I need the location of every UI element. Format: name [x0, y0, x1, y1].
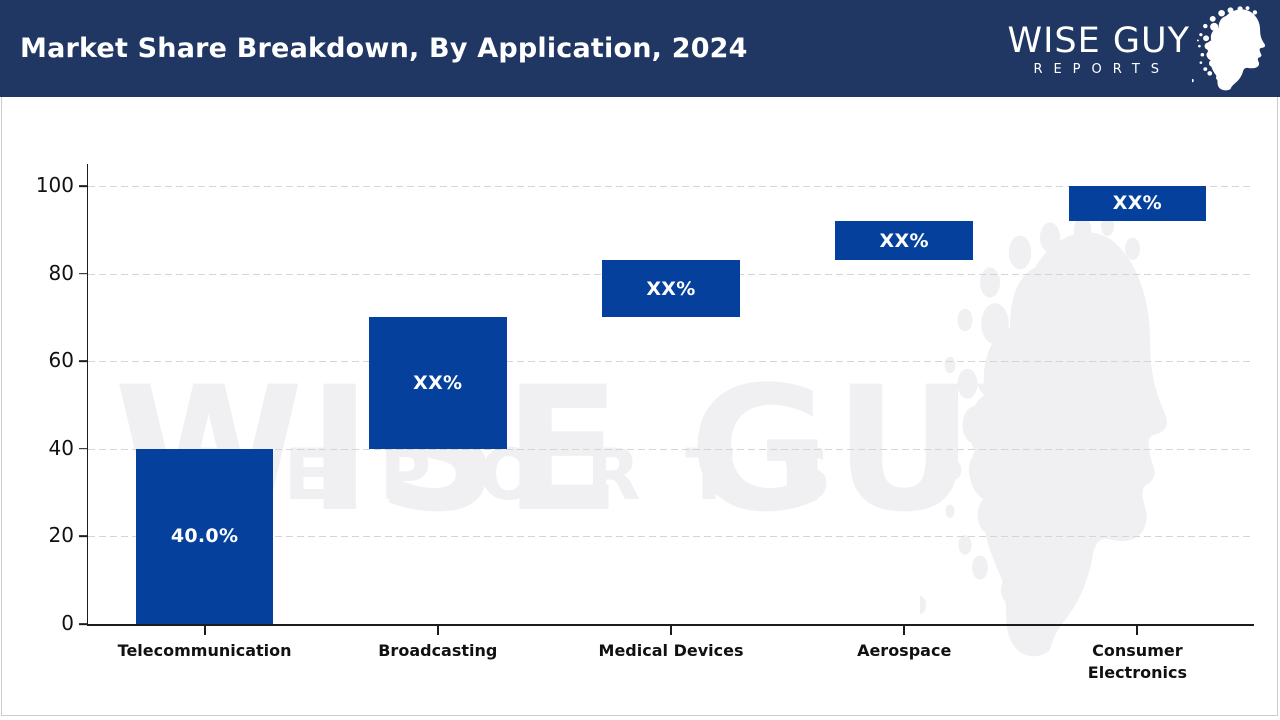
plot-area: 0 20 40 60 80 100 40.0% Telecommunication XX% Bro… [36, 164, 1254, 682]
x-tick-mark-telecommunication [203, 626, 206, 635]
x-axis-label-consumer-electronics: Consumer Electronics [1087, 641, 1187, 682]
watermark-subtext: REPORTS [182, 434, 880, 516]
y-tick-label-60: 60 [48, 347, 74, 372]
bar-aerospace: XX% [835, 220, 973, 261]
brand-name: WISE GUY [1007, 20, 1190, 61]
gridline-y-100 [88, 185, 1254, 187]
x-tick-mark-medical-devices [670, 626, 672, 635]
y-tick-label-20: 20 [48, 523, 74, 548]
bar-value-label-broadcasting: XX% [413, 372, 463, 395]
bar-broadcasting: XX% [369, 317, 507, 449]
y-tick-mark-100 [79, 185, 88, 187]
x-axis-label-medical-devices: Medical Devices [598, 641, 744, 660]
bar-value-label-consumer-electronics: XX% [1112, 192, 1162, 215]
x-axis-label-aerospace: Aerospace [857, 641, 952, 660]
y-tick-mark-60 [79, 360, 88, 362]
x-tick-mark-aerospace [903, 626, 906, 635]
gridline-y-40 [88, 448, 1254, 450]
gridline-y-20 [88, 536, 1254, 538]
x-tick-mark-broadcasting [436, 626, 439, 635]
header-bar: Market Share Breakdown, By Application, … [0, 0, 1280, 97]
brand-face-icon [1192, 6, 1266, 91]
brand-logo: WISE GUY REPORTS [1007, 4, 1266, 94]
bar-value-label-telecommunication: 40.0% [170, 525, 239, 548]
y-tick-label-0: 0 [61, 610, 74, 635]
bar-value-label-aerospace: XX% [879, 229, 929, 252]
bar-telecommunication: 40.0% [135, 448, 274, 624]
y-tick-mark-80 [79, 272, 88, 275]
x-tick-mark-consumer-electronics [1136, 626, 1139, 635]
y-tick-mark-20 [79, 535, 88, 538]
x-axis-label-telecommunication: Telecommunication [117, 641, 292, 660]
y-tick-label-40: 40 [48, 435, 74, 460]
bar-consumer-electronics: XX% [1068, 185, 1207, 221]
gridline-y-60 [88, 361, 1254, 363]
bar-medical-devices: XX% [602, 260, 740, 318]
y-tick-mark-0 [79, 623, 88, 625]
brand-logo-text: WISE GUY REPORTS [1007, 22, 1190, 77]
y-tick-label-80: 80 [48, 260, 74, 285]
brand-subname: REPORTS [1033, 61, 1171, 77]
page-title: Market Share Breakdown, By Application, … [20, 33, 748, 64]
chart-panel: WISE GUY REPORTS 0 20 40 60 80 100 40.0% Teleco… [1, 97, 1278, 716]
bar-value-label-medical-devices: XX% [646, 277, 696, 300]
x-axis-label-broadcasting: Broadcasting [378, 641, 498, 660]
y-tick-mark-40 [79, 447, 88, 450]
y-tick-label-100: 100 [35, 172, 74, 197]
